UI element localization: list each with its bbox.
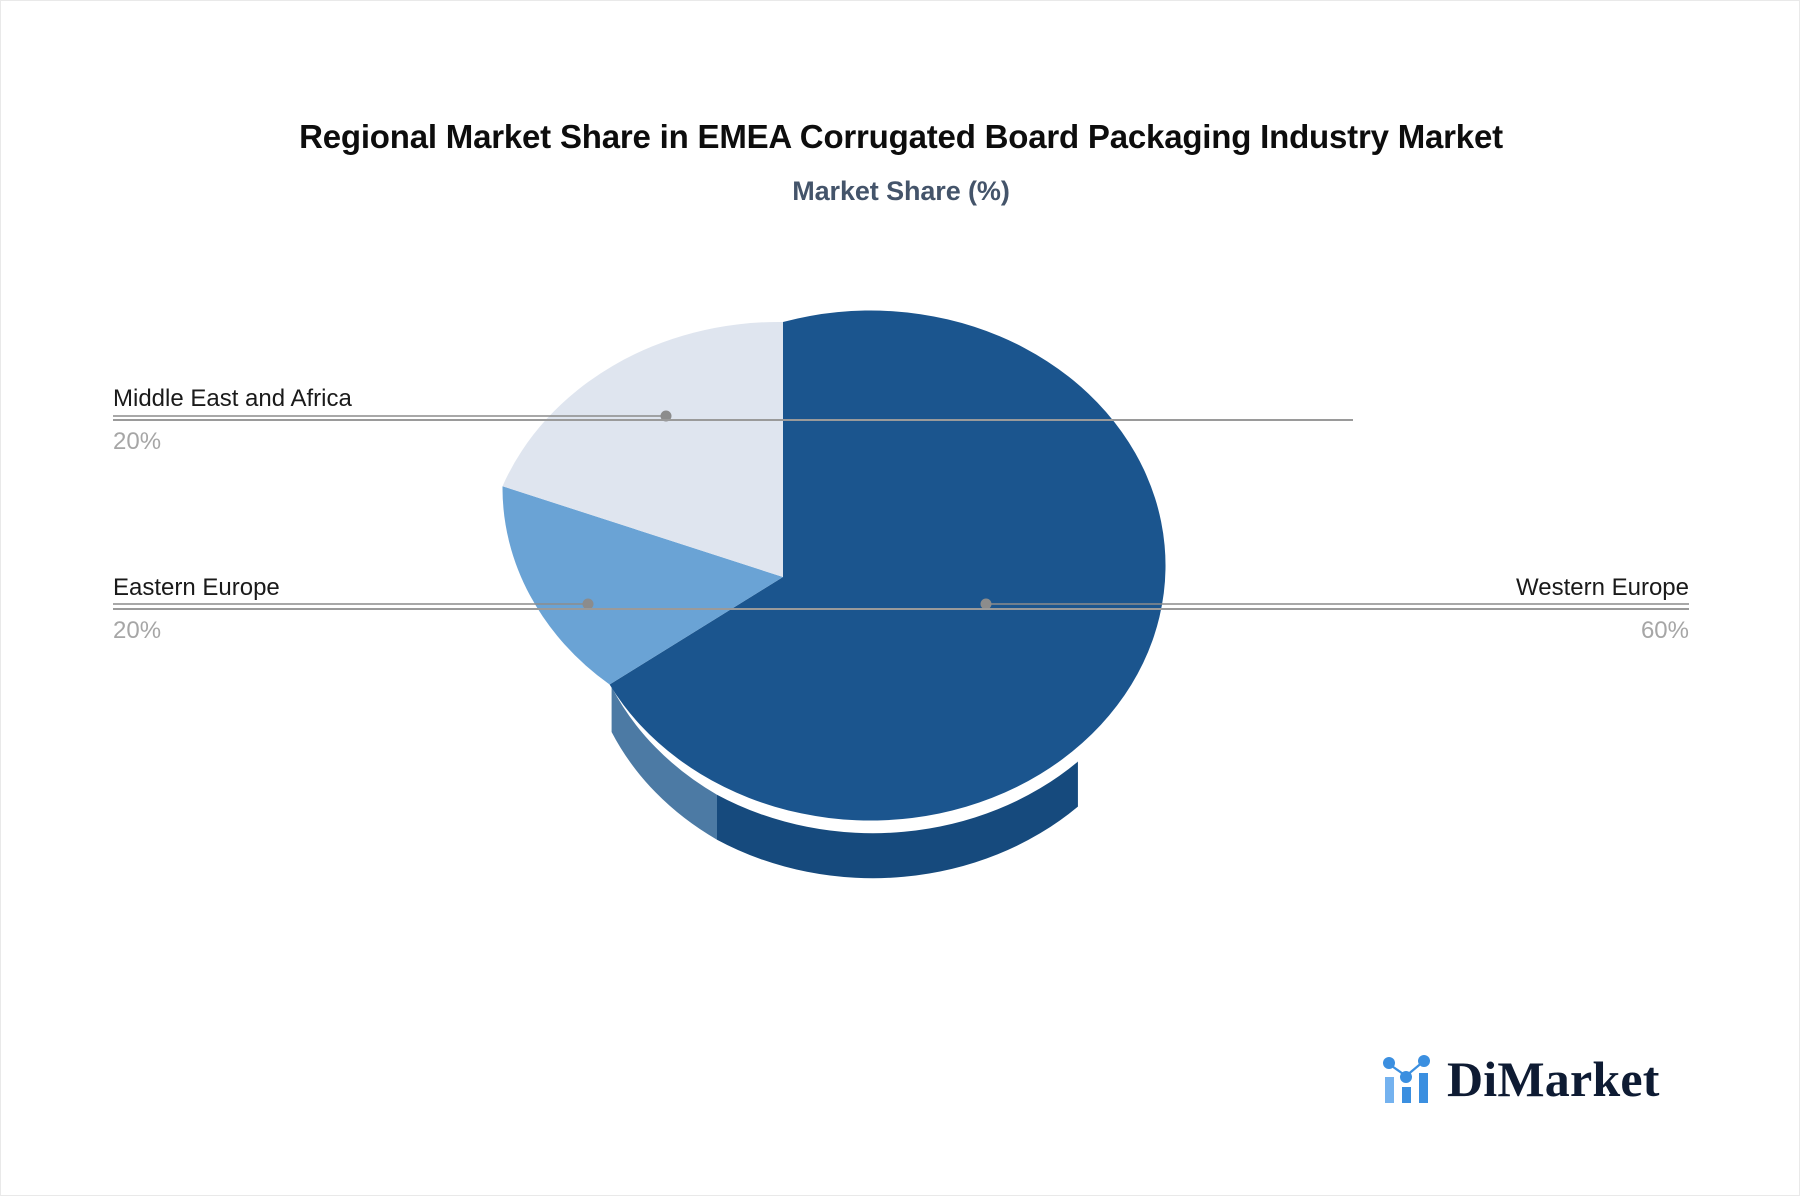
dimarket-logo: DiMarket [1381,1051,1660,1107]
chart-subtitle: Market Share (%) [1,177,1800,207]
page-title: Regional Market Share in EMEA Corrugated… [1,119,1800,155]
callout-label-western-europe: Western Europe [441,573,1689,608]
title-block: Regional Market Share in EMEA Corrugated… [1,119,1800,207]
callout-label-middle-east-and-africa: Middle East and Africa [113,384,1353,419]
pie-3d-sides [612,687,1078,878]
slice-side-western-europe [717,762,1078,879]
callout-value-middle-east-and-africa: 20% [113,421,1353,457]
logo-text: DiMarket [1447,1054,1660,1104]
callout-middle-east-and-africa: Middle East and Africa 20% [113,384,1353,457]
slice-side-eastern-europe [612,687,717,840]
callout-value-western-europe: 60% [441,610,1689,646]
callout-western-europe: Western Europe 60% [441,573,1689,646]
bar-chart-icon [1381,1051,1433,1107]
